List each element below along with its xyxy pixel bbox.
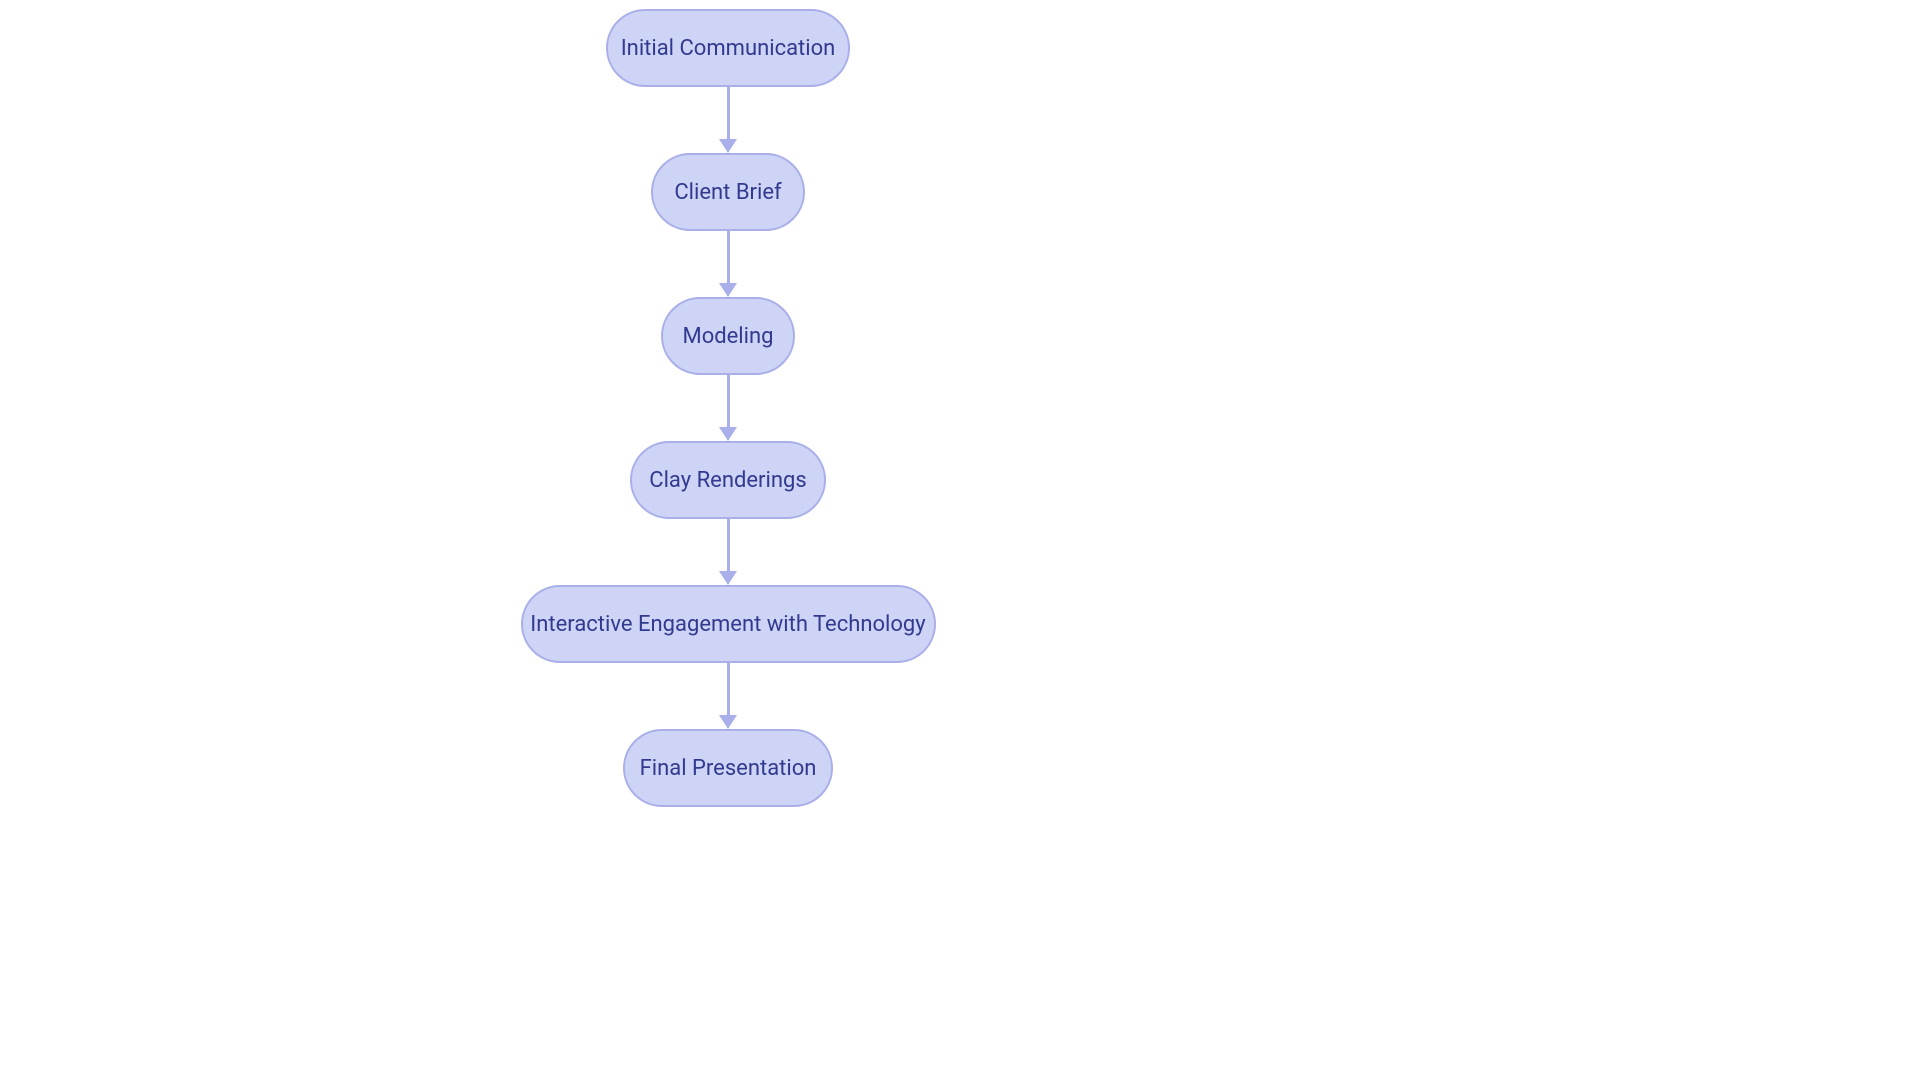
edge-line — [727, 663, 730, 715]
arrow-down-icon — [719, 283, 737, 297]
node-initial-communication: Initial Communication — [606, 9, 850, 87]
edge-line — [727, 87, 730, 139]
arrow-down-icon — [719, 571, 737, 585]
node-modeling: Modeling — [661, 297, 795, 375]
edge-line — [727, 375, 730, 427]
node-label: Clay Renderings — [649, 468, 806, 493]
node-label: Modeling — [682, 324, 773, 349]
arrow-down-icon — [719, 715, 737, 729]
node-final-presentation: Final Presentation — [623, 729, 833, 807]
node-interactive-engagement: Interactive Engagement with Technology — [521, 585, 936, 663]
edge-line — [727, 519, 730, 571]
edge-line — [727, 231, 730, 283]
node-label: Client Brief — [674, 180, 781, 205]
node-client-brief: Client Brief — [651, 153, 805, 231]
flowchart-canvas: Initial Communication Client Brief Model… — [0, 0, 1920, 1083]
arrow-down-icon — [719, 427, 737, 441]
node-clay-renderings: Clay Renderings — [630, 441, 826, 519]
arrow-down-icon — [719, 139, 737, 153]
node-label: Initial Communication — [621, 36, 836, 61]
node-label: Interactive Engagement with Technology — [530, 612, 925, 637]
node-label: Final Presentation — [640, 756, 817, 781]
